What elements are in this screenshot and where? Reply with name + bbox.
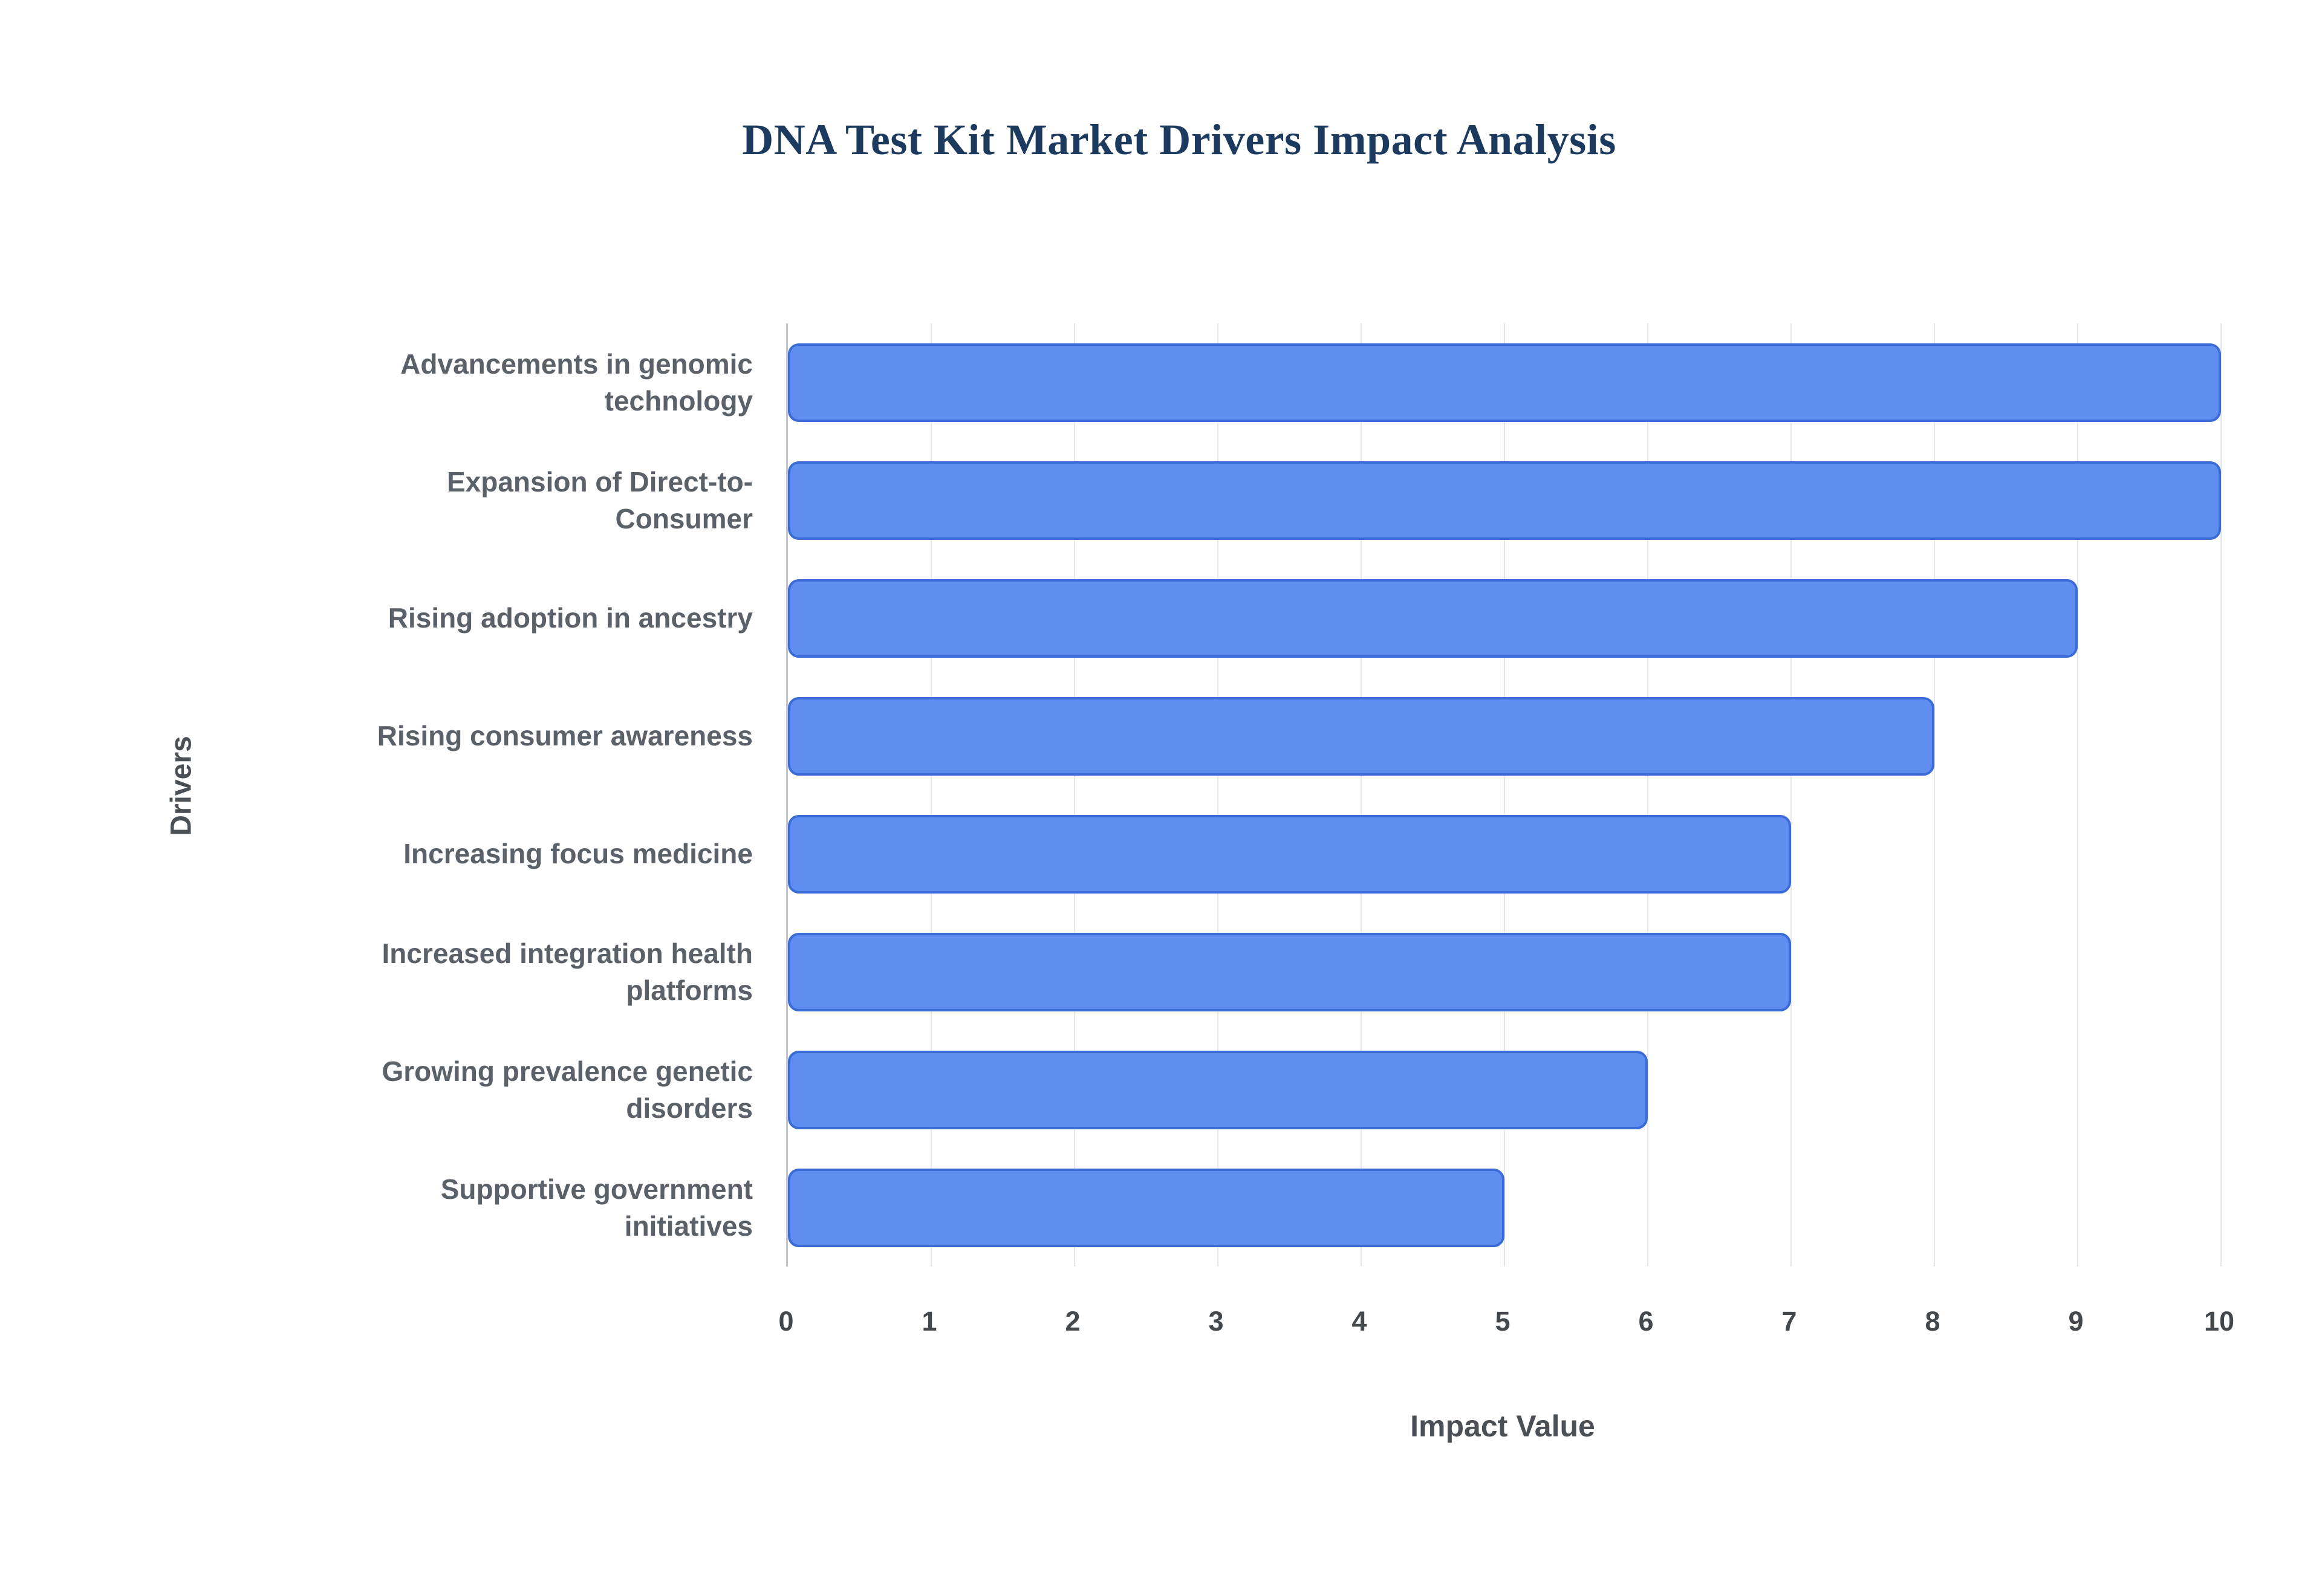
gridline <box>1074 323 1075 1267</box>
bar-5 <box>788 814 1791 894</box>
category-label: Expansion of Direct-to-Consumer <box>230 441 753 559</box>
category-label: Supportive government initiatives <box>230 1149 753 1267</box>
category-label: Increased integration health platforms <box>230 913 753 1031</box>
x-tick-label: 3 <box>1208 1306 1224 1337</box>
gridline <box>1647 323 1648 1267</box>
gridline <box>2220 323 2222 1267</box>
x-tick-label: 0 <box>778 1306 794 1337</box>
gridline <box>931 323 932 1267</box>
bar-8 <box>788 1168 1504 1247</box>
x-tick-label: 5 <box>1495 1306 1511 1337</box>
x-tick-label: 2 <box>1065 1306 1081 1337</box>
x-tick-label: 10 <box>2203 1306 2235 1337</box>
gridline <box>1934 323 1935 1267</box>
category-label-text: Increased integration health platforms <box>382 937 753 1006</box>
gridline <box>1217 323 1218 1267</box>
x-axis-title: Impact Value <box>1410 1409 1595 1443</box>
category-axis: Advancements in genomic technology Expans… <box>230 323 753 1267</box>
x-tick-label: 8 <box>1925 1306 1940 1337</box>
category-label-text: Rising consumer awareness <box>377 720 753 752</box>
category-label: Increasing focus medicine <box>230 795 753 913</box>
bar-6 <box>788 932 1791 1011</box>
category-label-text: Growing prevalence genetic disorders <box>382 1055 753 1124</box>
gridline <box>1790 323 1792 1267</box>
category-label-text: Expansion of Direct-to-Consumer <box>446 465 753 534</box>
category-label-text: Rising adoption in ancestry <box>388 602 753 634</box>
bar-7 <box>788 1050 1648 1129</box>
x-tick-label: 6 <box>1638 1306 1654 1337</box>
x-tick-label: 7 <box>1781 1306 1797 1337</box>
plot-area <box>786 323 2222 1267</box>
category-label: Rising consumer awareness <box>230 677 753 795</box>
chart-title: DNA Test Kit Market Drivers Impact Analy… <box>742 115 1616 164</box>
category-label: Rising adoption in ancestry <box>230 559 753 677</box>
x-tick-label: 4 <box>1351 1306 1367 1337</box>
category-label-text: Increasing focus medicine <box>403 838 753 870</box>
category-label: Growing prevalence genetic disorders <box>230 1031 753 1149</box>
x-tick-label: 9 <box>2068 1306 2084 1337</box>
x-axis-ticks: 0 1 2 3 4 5 6 7 8 9 10 <box>778 1306 2234 1348</box>
bar-4 <box>788 696 1934 776</box>
bar-1 <box>788 343 2221 422</box>
gridline <box>2077 323 2078 1267</box>
category-label: Advancements in genomic technology <box>230 323 753 441</box>
y-axis-title: Drivers <box>165 736 198 836</box>
gridline <box>1361 323 1362 1267</box>
bar-3 <box>788 579 2078 658</box>
bar-2 <box>788 461 2221 540</box>
category-label-text: Supportive government initiatives <box>440 1173 753 1242</box>
category-label-text: Advancements in genomic technology <box>400 348 753 417</box>
gridline <box>1504 323 1505 1267</box>
x-tick-label: 1 <box>922 1306 937 1337</box>
